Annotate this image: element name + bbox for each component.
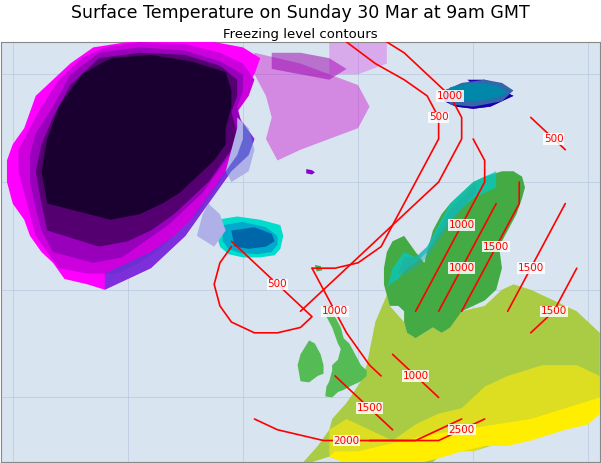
Polygon shape	[329, 42, 387, 75]
Text: 1000: 1000	[403, 371, 429, 381]
Text: 1000: 1000	[448, 263, 475, 273]
Polygon shape	[30, 47, 243, 263]
Text: 1000: 1000	[322, 307, 348, 316]
Polygon shape	[329, 397, 600, 463]
Polygon shape	[272, 53, 347, 80]
Polygon shape	[315, 265, 322, 271]
Text: Surface Temperature on Sunday 30 Mar at 9am GMT: Surface Temperature on Sunday 30 Mar at …	[71, 4, 530, 22]
Polygon shape	[41, 55, 231, 220]
Polygon shape	[444, 85, 513, 109]
Text: 2000: 2000	[334, 436, 359, 445]
Text: 1500: 1500	[517, 263, 544, 273]
Polygon shape	[444, 80, 513, 106]
Polygon shape	[384, 171, 525, 338]
Text: 1500: 1500	[356, 403, 383, 413]
Text: 2500: 2500	[448, 425, 475, 435]
Polygon shape	[468, 80, 502, 87]
Text: 1500: 1500	[541, 307, 567, 316]
Polygon shape	[197, 204, 226, 247]
Text: 1000: 1000	[448, 220, 475, 230]
Polygon shape	[307, 169, 315, 175]
Text: 500: 500	[429, 113, 448, 122]
Polygon shape	[19, 42, 254, 274]
Polygon shape	[297, 340, 323, 382]
Polygon shape	[35, 53, 237, 247]
Polygon shape	[450, 83, 508, 101]
Polygon shape	[387, 171, 496, 290]
Polygon shape	[217, 217, 283, 257]
Polygon shape	[231, 227, 275, 249]
Polygon shape	[7, 37, 260, 290]
Text: 1500: 1500	[483, 242, 509, 252]
Polygon shape	[223, 222, 278, 254]
Polygon shape	[105, 123, 254, 290]
Polygon shape	[444, 85, 513, 109]
Polygon shape	[226, 118, 254, 182]
Polygon shape	[398, 182, 476, 274]
Polygon shape	[254, 53, 370, 161]
Polygon shape	[323, 306, 367, 397]
Text: Freezing level contours: Freezing level contours	[223, 28, 378, 41]
Polygon shape	[304, 284, 600, 463]
Text: 1000: 1000	[437, 91, 463, 101]
Text: 500: 500	[544, 134, 564, 144]
Polygon shape	[329, 365, 600, 463]
Text: 500: 500	[267, 279, 287, 289]
